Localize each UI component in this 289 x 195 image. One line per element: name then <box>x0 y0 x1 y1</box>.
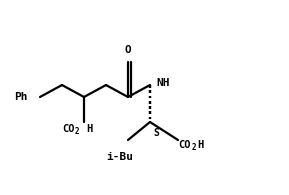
Text: H: H <box>86 124 92 134</box>
Text: CO: CO <box>178 140 190 150</box>
Text: O: O <box>125 45 131 55</box>
Text: S: S <box>153 128 159 138</box>
Text: 2: 2 <box>75 127 80 136</box>
Text: Ph: Ph <box>14 92 28 102</box>
Text: NH: NH <box>156 78 170 88</box>
Text: H: H <box>197 140 203 150</box>
Text: i-Bu: i-Bu <box>107 152 134 162</box>
Text: CO: CO <box>62 124 75 134</box>
Text: 2: 2 <box>192 143 197 152</box>
